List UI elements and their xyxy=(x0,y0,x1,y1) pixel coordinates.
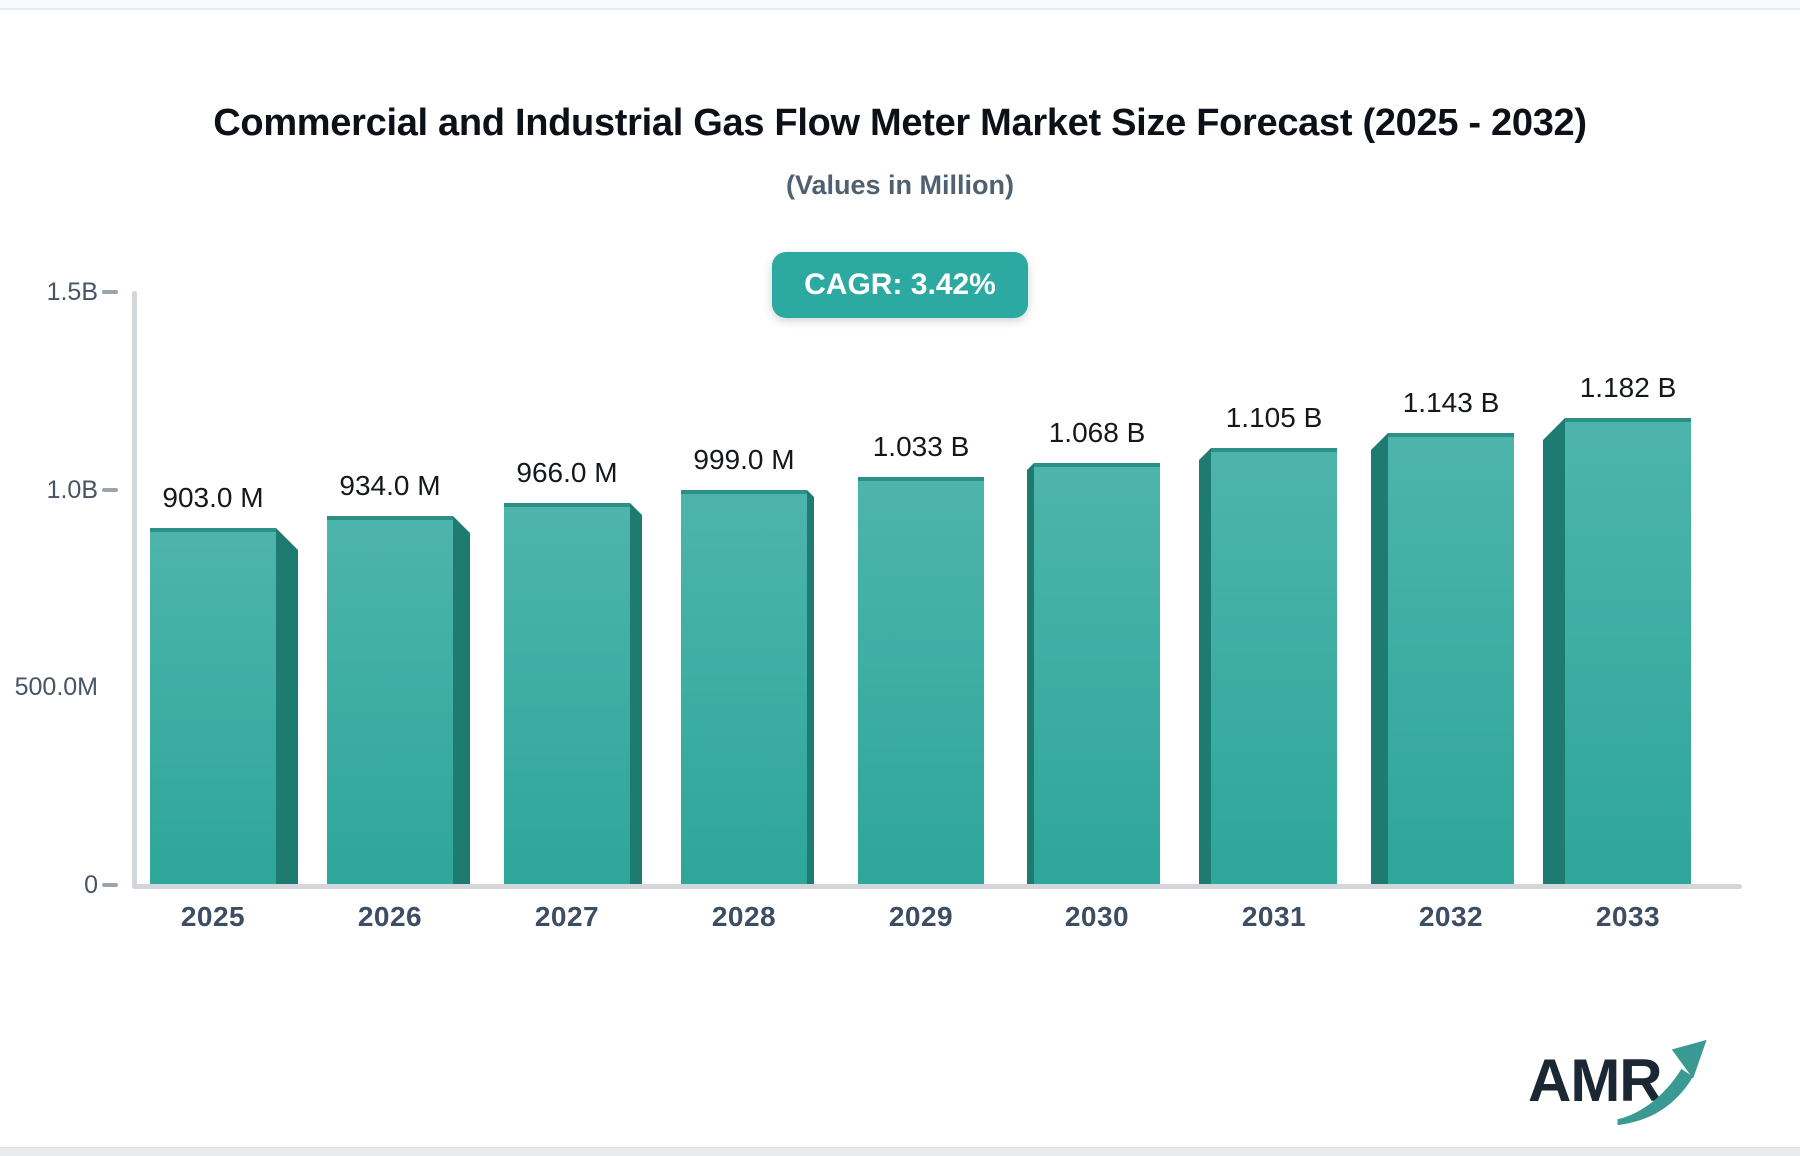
bar-2027[interactable] xyxy=(504,503,630,886)
window-top-edge xyxy=(0,0,1800,10)
y-axis-tick xyxy=(102,883,118,887)
bar-3d-side-2028 xyxy=(807,490,814,886)
bar-2033[interactable] xyxy=(1565,418,1691,886)
bar-2026[interactable] xyxy=(327,516,453,886)
bar-3d-side-2033 xyxy=(1543,418,1565,886)
x-axis-label-2030: 2030 xyxy=(1064,901,1130,932)
x-axis-label-2027: 2027 xyxy=(534,901,600,932)
chart-title: Commercial and Industrial Gas Flow Meter… xyxy=(213,102,1587,144)
y-axis-tick-label: 0 xyxy=(84,871,98,899)
bar-3d-side-2025 xyxy=(276,528,298,886)
y-axis-tick-label: 1.0B xyxy=(46,476,98,504)
amr-logo-text: AMR xyxy=(1528,1047,1663,1114)
x-axis-line xyxy=(132,884,1742,889)
bar-value-label-2031: 1.105 B xyxy=(1225,402,1323,433)
bar-3d-side-2032 xyxy=(1371,433,1388,886)
bar-2029[interactable] xyxy=(858,477,984,886)
y-axis-tick xyxy=(102,488,118,492)
bar-value-label-2028: 999.0 M xyxy=(693,444,795,475)
x-axis-label-2031: 2031 xyxy=(1241,901,1307,932)
bar-2025[interactable] xyxy=(150,528,276,886)
x-axis-label-2028: 2028 xyxy=(711,901,777,932)
bar-value-label-2029: 1.033 B xyxy=(872,431,970,462)
bar-2028[interactable] xyxy=(681,490,807,886)
cagr-badge: CAGR: 3.42% xyxy=(772,252,1028,318)
bar-2030[interactable] xyxy=(1034,463,1160,886)
bar-value-label-2032: 1.143 B xyxy=(1402,387,1500,418)
x-axis-label-2033: 2033 xyxy=(1595,901,1661,932)
x-axis-label-2026: 2026 xyxy=(357,901,423,932)
bar-value-label-2030: 1.068 B xyxy=(1048,417,1146,448)
y-axis-tick xyxy=(102,290,118,294)
bar-3d-side-2031 xyxy=(1199,448,1211,886)
y-axis-line xyxy=(132,291,137,887)
y-axis-tick-label: 1.5B xyxy=(46,278,98,306)
x-axis-label-2029: 2029 xyxy=(888,901,954,932)
bar-3d-side-2030 xyxy=(1027,463,1034,886)
chart-subtitle: (Values in Million) xyxy=(785,170,1015,200)
y-axis-tick-label: 500.0M xyxy=(14,673,98,701)
bar-value-label-2027: 966.0 M xyxy=(516,457,618,488)
window-bottom-edge xyxy=(0,1147,1800,1156)
x-axis-label-2032: 2032 xyxy=(1418,901,1484,932)
bar-value-label-2025: 903.0 M xyxy=(162,482,264,513)
bar-value-label-2026: 934.0 M xyxy=(339,470,441,501)
growth-arrow-icon xyxy=(1617,1039,1707,1126)
bar-value-label-2033: 1.182 B xyxy=(1579,372,1677,403)
bar-2032[interactable] xyxy=(1388,433,1514,886)
bar-3d-side-2026 xyxy=(453,516,470,886)
x-axis-label-2025: 2025 xyxy=(180,901,246,932)
bar-3d-side-2027 xyxy=(630,503,642,886)
cagr-badge-row: CAGR: 3.42% xyxy=(0,252,1800,318)
bar-2031[interactable] xyxy=(1211,448,1337,886)
amr-logo: AMR xyxy=(1528,1032,1718,1127)
